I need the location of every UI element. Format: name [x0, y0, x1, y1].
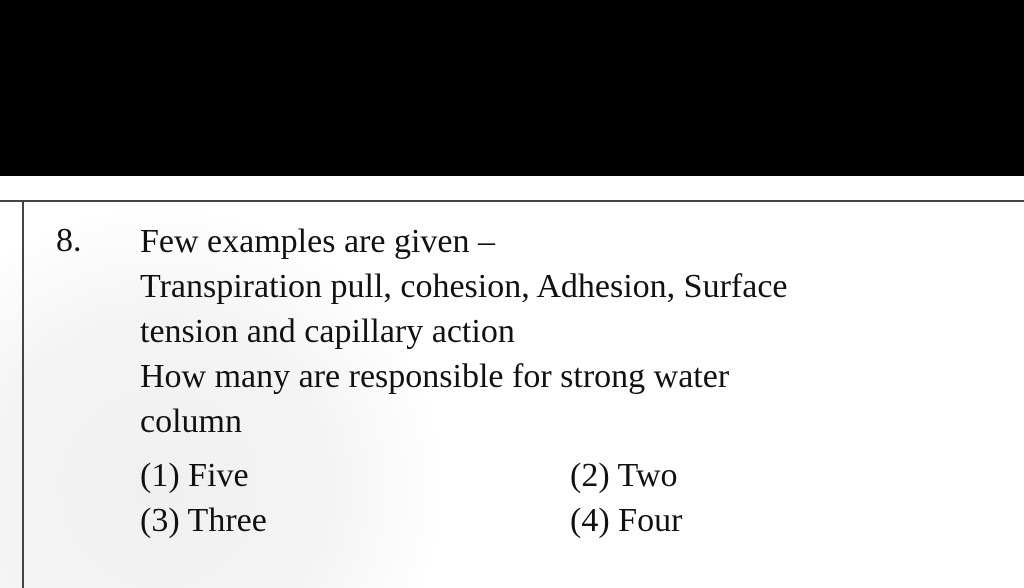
options-row: (3) Three (4) Four — [140, 499, 1000, 544]
top-black-region — [0, 0, 1024, 176]
question-body: Few examples are given – Transpiration p… — [140, 220, 1000, 544]
vertical-rule — [22, 200, 24, 588]
content-area: 8. Few examples are given – Transpiratio… — [0, 176, 1024, 588]
option-marker: (1) — [140, 457, 180, 494]
option-marker: (2) — [570, 457, 610, 494]
page: 8. Few examples are given – Transpiratio… — [0, 0, 1024, 588]
option-2: (2) Two — [570, 454, 1000, 499]
option-4: (4) Four — [570, 499, 1000, 544]
question-number: 8. — [56, 220, 140, 260]
stem-line: Few examples are given – — [140, 220, 1000, 265]
option-text: Four — [618, 502, 682, 539]
option-marker: (3) — [140, 502, 180, 539]
option-text: Two — [618, 457, 678, 494]
stem-line: tension and capillary action — [140, 310, 1000, 355]
options-row: (1) Five (2) Two — [140, 454, 1000, 499]
horizontal-rule — [0, 200, 1024, 202]
stem-line: Transpiration pull, cohesion, Adhesion, … — [140, 265, 1000, 310]
stem-line: How many are responsible for strong wate… — [140, 355, 1000, 400]
option-marker: (4) — [570, 502, 610, 539]
option-3: (3) Three — [140, 499, 570, 544]
option-text: Three — [188, 502, 267, 539]
options-grid: (1) Five (2) Two (3) Three — [140, 454, 1000, 544]
stem-line: column — [140, 400, 1000, 445]
question-block: 8. Few examples are given – Transpiratio… — [56, 220, 1000, 544]
option-1: (1) Five — [140, 454, 570, 499]
option-text: Five — [188, 457, 248, 494]
